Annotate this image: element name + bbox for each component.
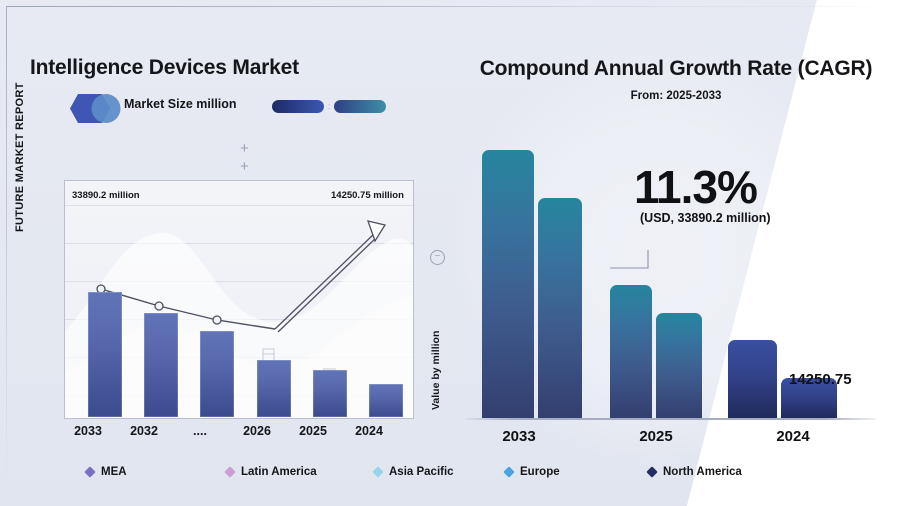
pill-indicator-group: :: [272, 100, 387, 113]
legend-marker-asia-pacific: [372, 466, 384, 478]
logo-icon: [62, 90, 132, 127]
right-chart-bracket-decor: [610, 250, 649, 269]
right-chart-x-axis: [466, 418, 876, 420]
plus-icon-top: +: [240, 140, 249, 157]
right-x-label-2: 2024: [776, 428, 810, 445]
right-bar-2024-secondary: [781, 378, 837, 418]
legend-marker-mea: [84, 466, 96, 478]
left-chart-y-axis-label: FUTURE MARKET REPORT: [14, 82, 26, 232]
right-x-label-0: 2033: [502, 428, 536, 445]
left-x-label-1: 2032: [130, 424, 158, 438]
right-bar-2025-secondary: [656, 313, 702, 418]
left-chart-bars: [68, 186, 408, 417]
cagr-title: Compound Annual Growth Rate (CAGR): [479, 57, 873, 80]
pill-indicator-primary: [272, 100, 324, 113]
cagr-value-note: (USD, 33890.2 million): [640, 211, 771, 225]
cagr-subtitle: From: 2025-2033: [630, 90, 722, 102]
page-title: Intelligence Devices Market: [30, 56, 299, 79]
frame-top-line: [6, 6, 886, 7]
legend-item-asia-pacific[interactable]: Asia Pacific: [372, 466, 505, 478]
left-chart-note-start: 33890.2 million: [72, 190, 140, 201]
left-bar-dots: [200, 331, 234, 417]
cagr-value: 11.3%: [634, 161, 758, 213]
plus-icon-bottom: +: [240, 158, 249, 175]
left-bar-2024: [369, 384, 403, 417]
legend-item-mea[interactable]: MEA: [84, 466, 226, 478]
left-chart-x-axis: [64, 418, 412, 419]
left-bar-2033: [88, 292, 122, 417]
right-bar-data-label: 14250.75: [789, 371, 852, 388]
right-chart-bars: [470, 150, 890, 418]
left-x-label-2: ....: [193, 424, 207, 438]
left-x-label-3: 2026: [243, 424, 271, 438]
left-bar-2032: [144, 313, 178, 417]
minus-circle-icon: −: [430, 250, 445, 265]
right-bar-2025-primary: [610, 285, 652, 418]
left-bar-2026: [257, 360, 291, 417]
legend-marker-north-america: [646, 466, 658, 478]
legend-label-north-america: North America: [663, 466, 742, 478]
left-x-label-5: 2024: [355, 424, 383, 438]
legend-label-mea: MEA: [101, 466, 127, 478]
market-size-legend-label: Market Size million: [124, 97, 237, 111]
left-chart-note-end: 14250.75 million: [331, 190, 404, 201]
frame-left-line: [6, 6, 7, 500]
background-right-band: [842, 0, 900, 506]
legend-marker-latin-america: [224, 466, 236, 478]
right-x-label-1: 2025: [639, 428, 673, 445]
left-bar-2025: [313, 370, 347, 417]
region-legend: MEA Latin America Asia Pacific Europe No…: [84, 466, 742, 478]
legend-label-asia-pacific: Asia Pacific: [389, 466, 454, 478]
pill-indicator-secondary: [334, 100, 387, 113]
right-bar-2033-secondary: [538, 198, 582, 418]
right-bar-2033-primary: [482, 150, 534, 418]
legend-item-latin-america[interactable]: Latin America: [224, 466, 374, 478]
left-chart-secondary-axis-label: Value by million: [430, 330, 442, 410]
legend-item-north-america[interactable]: North America: [646, 466, 742, 478]
legend-label-europe: Europe: [520, 466, 560, 478]
legend-marker-europe: [503, 466, 515, 478]
left-x-label-0: 2033: [74, 424, 102, 438]
legend-label-latin-america: Latin America: [241, 466, 317, 478]
pill-separator: :: [328, 102, 331, 111]
left-x-label-4: 2025: [299, 424, 327, 438]
right-bar-2024-primary: [728, 340, 777, 418]
legend-item-europe[interactable]: Europe: [503, 466, 648, 478]
